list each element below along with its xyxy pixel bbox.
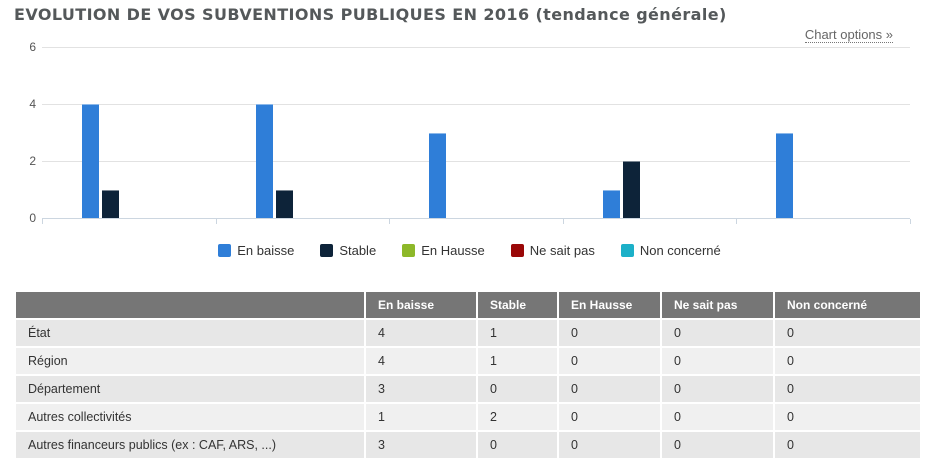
table-cell-value: 0 <box>660 346 775 376</box>
legend-swatch-icon <box>218 244 232 257</box>
table-cell-value: 0 <box>773 318 922 348</box>
table-row: Autres financeurs publics (ex : CAF, ARS… <box>14 430 922 460</box>
y-axis-tick-label: 6 <box>29 40 36 54</box>
table-row: État 4 1 0 0 0 <box>14 318 922 348</box>
x-axis-tick <box>910 219 911 224</box>
table-cell-value: 0 <box>476 430 559 460</box>
table-cell-value: 1 <box>364 402 478 432</box>
legend-label: Stable <box>339 243 377 258</box>
table-cell-value: 0 <box>660 318 775 348</box>
table-header-cell: En baisse <box>364 290 478 320</box>
table-row: Autres collectivités 1 2 0 0 0 <box>14 402 922 432</box>
bar-top-edge <box>622 161 640 162</box>
bar-stable[interactable] <box>275 189 293 218</box>
table-cell-value: 3 <box>364 430 478 460</box>
table-cell-value: 0 <box>557 318 662 348</box>
table-header-cell: En Hausse <box>557 290 662 320</box>
bar-en-baisse[interactable] <box>776 132 794 218</box>
legend-item[interactable]: Stable <box>320 243 376 258</box>
bar-top-edge <box>82 104 99 105</box>
table-cell-value: 0 <box>660 374 775 404</box>
table-row: Région 4 1 0 0 0 <box>14 346 922 376</box>
table-cell-value: 1 <box>476 346 559 376</box>
table-row-label: Autres financeurs publics (ex : CAF, ARS… <box>14 430 366 460</box>
table-cell-value: 0 <box>660 430 775 460</box>
x-axis-tick <box>389 219 391 224</box>
y-axis-tick-label: 4 <box>29 97 36 111</box>
legend-label: En Hausse <box>421 243 485 258</box>
table-cell-value: 0 <box>557 402 662 432</box>
table-cell-value: 4 <box>364 346 478 376</box>
legend-item[interactable]: Ne sait pas <box>510 243 595 258</box>
table-row-label: Département <box>14 374 366 404</box>
bar-en-baisse[interactable] <box>429 132 447 218</box>
x-axis-tick <box>562 219 564 224</box>
chart-legend: En baisse Stable En Hausse Ne sait pas Non c… <box>0 243 939 258</box>
gridline <box>42 47 910 48</box>
bar-en-baisse[interactable] <box>602 189 620 218</box>
legend-label: En baisse <box>237 243 295 258</box>
table-cell-value: 0 <box>557 346 662 376</box>
legend-item[interactable]: En baisse <box>218 243 294 258</box>
bar-chart: 0 2 4 6 <box>0 40 939 226</box>
legend-swatch-icon <box>620 244 634 257</box>
y-axis-tick-label: 2 <box>29 154 36 168</box>
table-row-label: Région <box>14 346 366 376</box>
legend-label: Ne sait pas <box>529 243 595 258</box>
bar-en-baisse[interactable] <box>255 104 273 218</box>
gridline <box>42 104 910 105</box>
table-header-cell: Stable <box>476 290 559 320</box>
table-header-cell: Non concerné <box>773 290 922 320</box>
bar-stable[interactable] <box>102 189 119 218</box>
table-cell-value: 4 <box>364 318 478 348</box>
table-cell-value: 0 <box>773 374 922 404</box>
legend-item[interactable]: En Hausse <box>402 243 485 258</box>
table-cell-value: 0 <box>557 430 662 460</box>
bar-en-baisse[interactable] <box>82 104 99 218</box>
table-cell-value: 0 <box>773 402 922 432</box>
table-header: En baisse Stable En Hausse Ne sait pas Non c… <box>14 290 922 320</box>
x-axis-tick <box>42 219 43 224</box>
bar-top-edge <box>275 189 293 191</box>
table-cell-value: 0 <box>773 346 922 376</box>
table-header-cell <box>14 290 366 320</box>
bar-stable[interactable] <box>622 161 640 218</box>
bar-top-edge <box>255 104 273 105</box>
table-body: État 4 1 0 0 0 Région 4 1 0 0 0 Département 3 0 0 0 0 Autr… <box>14 318 922 460</box>
bar-top-edge <box>102 189 119 191</box>
table-header-cell: Ne sait pas <box>660 290 775 320</box>
bar-top-edge <box>776 132 794 134</box>
chart-options-link[interactable]: Chart options » <box>804 27 893 43</box>
legend-label: Non concerné <box>639 243 721 258</box>
legend-swatch-icon <box>320 244 334 257</box>
table-cell-value: 0 <box>660 402 775 432</box>
legend-item[interactable]: Non concerné <box>620 243 721 258</box>
table-cell-value: 0 <box>476 374 559 404</box>
table-row-label: État <box>14 318 366 348</box>
legend-swatch-icon <box>402 244 416 257</box>
stats-table: En baisse Stable En Hausse Ne sait pas Non c… <box>14 290 922 460</box>
x-axis-line <box>42 218 910 219</box>
bar-top-edge <box>429 132 447 134</box>
x-axis-tick <box>736 219 738 224</box>
y-axis-tick-label: 0 <box>29 211 36 225</box>
table-cell-value: 1 <box>476 318 559 348</box>
table-cell-value: 3 <box>364 374 478 404</box>
table-header-row: En baisse Stable En Hausse Ne sait pas Non c… <box>14 290 922 320</box>
table-cell-value: 0 <box>557 374 662 404</box>
bar-top-edge <box>602 189 620 191</box>
x-axis-tick <box>215 219 217 224</box>
page-title: EVOLUTION DE VOS SUBVENTIONS PUBLIQUES E… <box>14 5 727 24</box>
legend-swatch-icon <box>510 244 524 257</box>
table-row-label: Autres collectivités <box>14 402 366 432</box>
table-cell-value: 0 <box>773 430 922 460</box>
table-row: Département 3 0 0 0 0 <box>14 374 922 404</box>
table-cell-value: 2 <box>476 402 559 432</box>
gridline <box>42 161 910 162</box>
